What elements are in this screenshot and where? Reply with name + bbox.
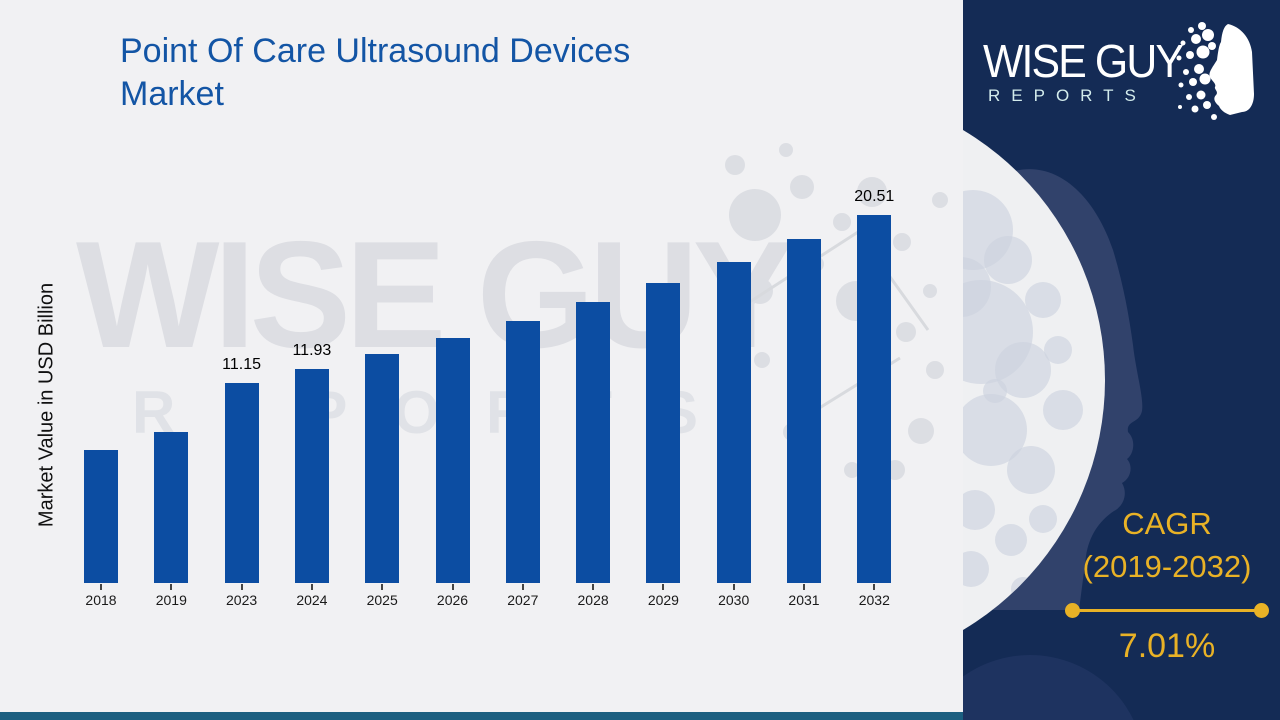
brand-subtitle: REPORTS <box>988 86 1147 105</box>
bar-plot: 2018 2019 2023 11.15 2024 11.93 2025 2026 2027 20… <box>84 188 895 608</box>
decor-bubble <box>1025 282 1061 318</box>
decor-bubble <box>1044 336 1072 364</box>
decor-bubble <box>963 490 995 530</box>
x-axis-tick <box>662 584 665 590</box>
bar-2019 <box>154 432 189 583</box>
cagr-range: (2019-2032) <box>1082 549 1252 584</box>
data-label-2024: 11.93 <box>292 342 332 359</box>
decor-bubble <box>963 551 989 587</box>
x-tick-label-2029: 2029 <box>647 592 679 608</box>
brand-panel: WISE GUY REPORTS CAGR <box>963 0 1280 720</box>
x-axis-tick <box>100 584 102 590</box>
x-axis-tick <box>803 584 805 590</box>
decor-bubble <box>1043 390 1083 430</box>
bar-2024 <box>294 369 329 583</box>
bar-2023 <box>224 383 259 583</box>
bar-2027 <box>505 321 540 583</box>
cagr-block: CAGR (2019-2032) 7.01% <box>1041 506 1280 666</box>
decor-bubble <box>995 524 1027 556</box>
cagr-divider-line <box>1065 603 1269 618</box>
x-tick-label-2030: 2030 <box>718 592 750 608</box>
x-axis-tick <box>592 584 595 590</box>
bar-2018 <box>84 450 118 583</box>
bottom-accent-strip <box>0 712 963 720</box>
bar-2032 <box>857 215 892 583</box>
bar-2030 <box>716 262 751 583</box>
bar-2025 <box>365 354 400 583</box>
brand-name: WISE GUY <box>983 35 1184 87</box>
x-tick-label-2018: 2018 <box>85 592 117 608</box>
x-tick-label-2028: 2028 <box>577 592 609 608</box>
decor-bubble <box>1007 446 1055 494</box>
chart-region: WISE GUY REPORTS Point Of Care Ultrasoun… <box>0 32 963 720</box>
x-tick-label-2023: 2023 <box>226 592 258 608</box>
x-tick-label-2027: 2027 <box>507 592 539 608</box>
data-label-2032: 20.51 <box>854 188 895 205</box>
x-tick-label-2031: 2031 <box>788 592 820 608</box>
x-axis-tick <box>170 584 173 590</box>
bar-2031 <box>787 239 821 583</box>
cagr-label: CAGR <box>1122 506 1212 541</box>
x-tick-label-2025: 2025 <box>366 592 398 608</box>
bar-2029 <box>646 283 681 583</box>
x-axis-tick <box>240 584 243 590</box>
x-axis-tick <box>521 584 524 590</box>
face-logo-icon <box>1176 22 1254 120</box>
decor-bubble <box>1029 505 1057 533</box>
x-axis-tick <box>381 584 384 590</box>
brand-lockup: WISE GUY REPORTS <box>963 0 1280 140</box>
bar-2026 <box>435 338 470 583</box>
x-axis-tick <box>451 584 454 590</box>
x-axis-tick <box>310 584 313 590</box>
data-label-2023: 11.15 <box>222 356 262 373</box>
bar-2028 <box>576 302 611 583</box>
x-axis-tick <box>873 584 876 590</box>
page-title: Point Of Care Ultrasound Devices Market <box>120 32 631 114</box>
x-tick-label-2024: 2024 <box>296 592 328 608</box>
x-tick-label-2026: 2026 <box>436 592 469 608</box>
cagr-value: 7.01% <box>1118 627 1216 665</box>
x-tick-label-2032: 2032 <box>858 592 890 608</box>
decor-bubble <box>984 236 1032 284</box>
x-tick-label-2019: 2019 <box>155 592 187 608</box>
y-axis-label: Market Value in USD Billion <box>35 282 58 528</box>
decor-bubble <box>1011 577 1035 601</box>
x-axis-tick <box>732 584 735 590</box>
decor-bubble <box>983 379 1007 403</box>
